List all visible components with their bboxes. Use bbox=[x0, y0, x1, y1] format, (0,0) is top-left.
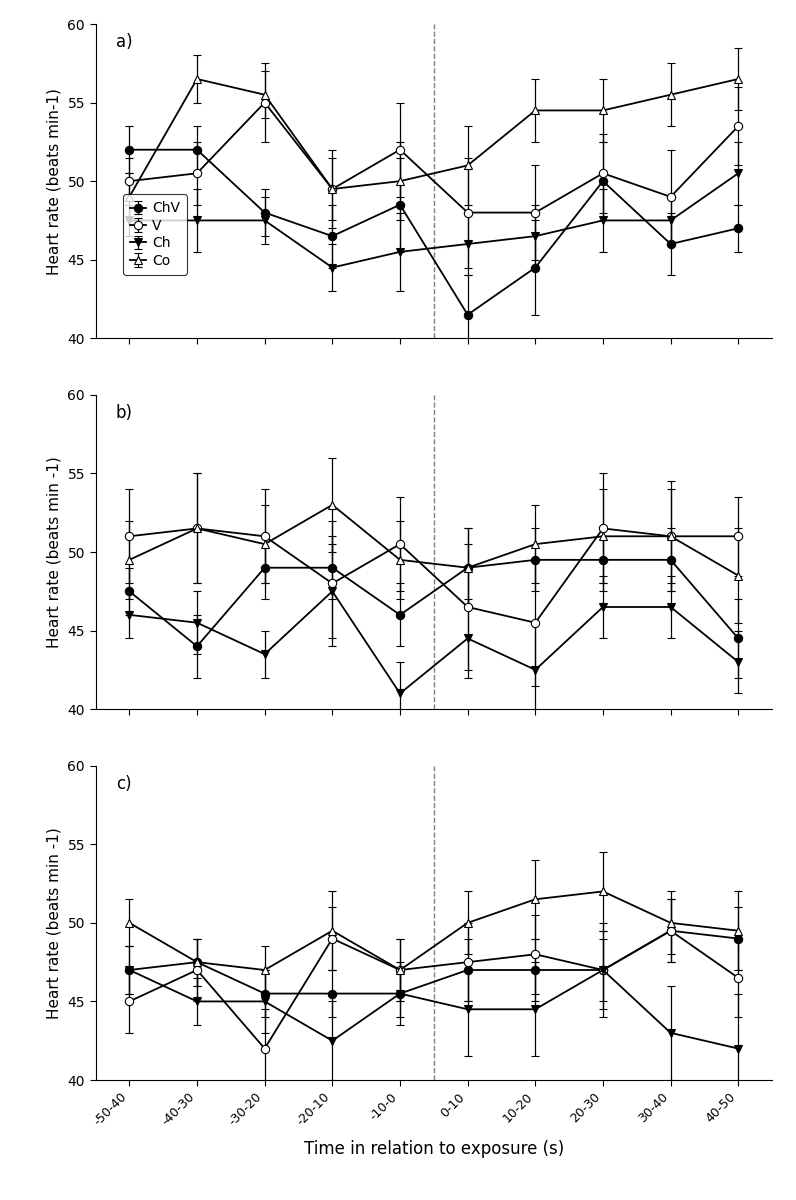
Y-axis label: Heart rate (beats min-1): Heart rate (beats min-1) bbox=[47, 88, 62, 275]
X-axis label: Time in relation to exposure (s): Time in relation to exposure (s) bbox=[304, 1140, 564, 1158]
Y-axis label: Heart rate (beats min -1): Heart rate (beats min -1) bbox=[47, 456, 62, 648]
Legend: ChV, V, Ch, Co: ChV, V, Ch, Co bbox=[123, 194, 187, 275]
Y-axis label: Heart rate (beats min -1): Heart rate (beats min -1) bbox=[47, 827, 62, 1019]
Text: b): b) bbox=[116, 404, 133, 422]
Text: c): c) bbox=[116, 775, 131, 793]
Text: a): a) bbox=[116, 34, 132, 52]
